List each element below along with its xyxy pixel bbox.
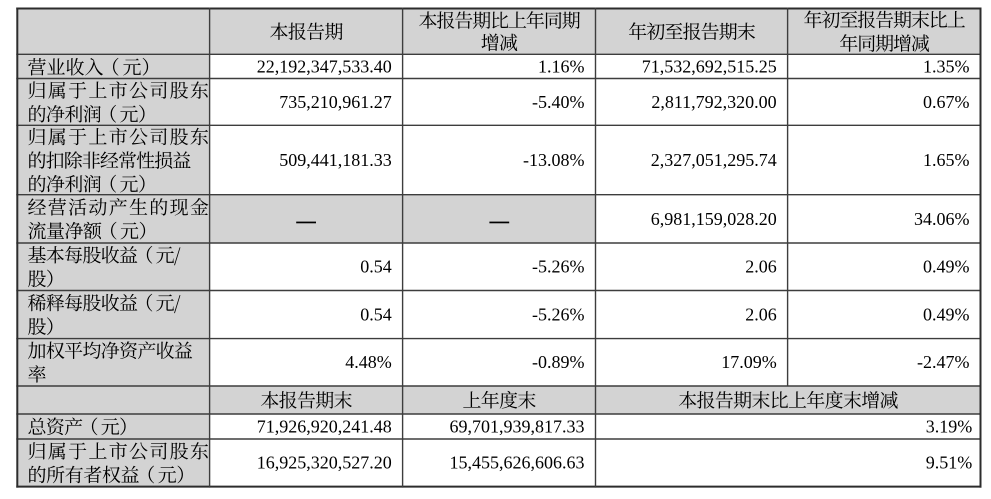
svg-text:22,192,347,533.40: 22,192,347,533.40 — [257, 56, 392, 76]
svg-text:-2.47%: -2.47% — [917, 352, 970, 372]
svg-text:17.09%: 17.09% — [721, 352, 777, 372]
svg-text:0.54: 0.54 — [360, 305, 392, 325]
svg-text:-5.26%: -5.26% — [532, 257, 585, 277]
svg-text:509,441,181.33: 509,441,181.33 — [279, 150, 392, 170]
svg-text:0.49%: 0.49% — [923, 257, 970, 277]
svg-text:-13.08%: -13.08% — [523, 150, 585, 170]
svg-text:2.06: 2.06 — [745, 305, 777, 325]
svg-text:-5.26%: -5.26% — [532, 305, 585, 325]
svg-text:735,210,961.27: 735,210,961.27 — [279, 92, 392, 112]
svg-text:6,981,159,028.20: 6,981,159,028.20 — [651, 209, 777, 229]
svg-text:-5.40%: -5.40% — [532, 92, 585, 112]
svg-text:9.51%: 9.51% — [926, 453, 973, 473]
svg-text:4.48%: 4.48% — [345, 352, 392, 372]
svg-text:15,455,626,606.63: 15,455,626,606.63 — [450, 453, 585, 473]
svg-text:1.35%: 1.35% — [923, 56, 970, 76]
svg-text:16,925,320,527.20: 16,925,320,527.20 — [257, 453, 392, 473]
svg-text:1.65%: 1.65% — [923, 150, 970, 170]
svg-text:0.49%: 0.49% — [923, 305, 970, 325]
svg-text:-0.89%: -0.89% — [532, 352, 585, 372]
svg-text:71,926,920,241.48: 71,926,920,241.48 — [257, 416, 392, 436]
svg-text:0.67%: 0.67% — [923, 92, 970, 112]
svg-text:71,532,692,515.25: 71,532,692,515.25 — [642, 56, 777, 76]
svg-text:34.06%: 34.06% — [914, 209, 970, 229]
svg-text:3.19%: 3.19% — [926, 416, 973, 436]
svg-text:0.54: 0.54 — [360, 257, 392, 277]
svg-text:1.16%: 1.16% — [538, 56, 585, 76]
svg-text:2,811,792,320.00: 2,811,792,320.00 — [651, 92, 776, 112]
svg-text:2,327,051,295.74: 2,327,051,295.74 — [651, 150, 777, 170]
svg-text:69,701,939,817.33: 69,701,939,817.33 — [450, 416, 585, 436]
svg-text:2.06: 2.06 — [745, 257, 777, 277]
